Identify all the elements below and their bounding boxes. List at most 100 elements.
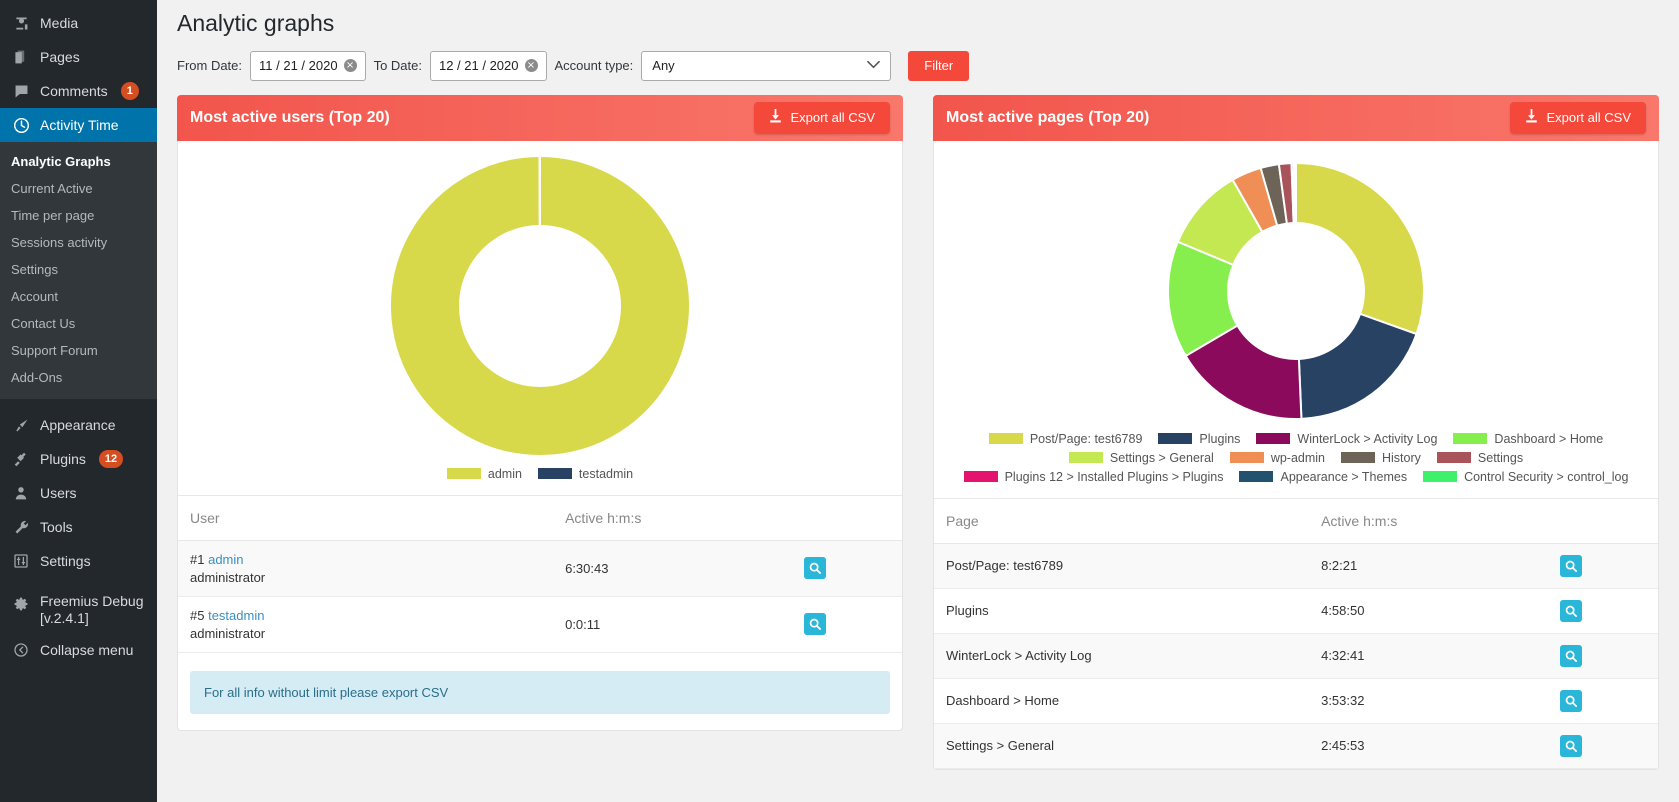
donut-slice[interactable] — [1297, 312, 1418, 420]
legend-item[interactable]: wp-admin — [1229, 450, 1325, 465]
search-icon[interactable] — [804, 557, 826, 580]
table-row[interactable]: #1 admin administrator 6:30:43 — [178, 540, 902, 597]
chevron-down-icon — [867, 60, 881, 72]
legend-item[interactable]: admin — [446, 467, 522, 481]
legend-item[interactable]: Settings > General — [1068, 451, 1214, 465]
search-icon[interactable] — [1560, 554, 1582, 577]
search-icon[interactable] — [1560, 734, 1582, 757]
submenu-item-add-ons[interactable]: Add-Ons — [0, 364, 157, 391]
legend-item[interactable]: History — [1341, 451, 1421, 465]
legend-swatch — [537, 468, 572, 480]
legend-item[interactable]: Appearance > Themes — [1239, 470, 1407, 484]
filter-button[interactable]: Filter — [908, 50, 970, 81]
media-icon — [11, 13, 31, 33]
sidebar-item-settings[interactable]: Settings — [0, 544, 157, 578]
search-icon[interactable] — [1560, 689, 1582, 712]
sidebar-item-activity-time[interactable]: Activity Time — [0, 108, 165, 142]
user-name-link[interactable]: testadmin — [208, 607, 265, 623]
legend-swatch — [1239, 471, 1274, 483]
paintbrush-icon — [11, 415, 31, 435]
pages-cell-time: 4:32:41 — [1309, 633, 1548, 679]
pages-cell-page: WinterLock > Activity Log — [934, 633, 1310, 679]
legend-item[interactable]: Post/Page: test6789 — [988, 432, 1142, 446]
from-date-input[interactable]: 11 / 21 / 2020 × — [250, 50, 366, 81]
to-date-clear-icon[interactable]: × — [524, 59, 538, 73]
user-rank: #1 — [190, 551, 205, 567]
users-cell-time: 0:0:11 — [553, 596, 792, 653]
users-export-label: Export all CSV — [790, 110, 875, 126]
pages-cell-action — [1548, 633, 1658, 679]
user-role: administrator — [190, 569, 266, 585]
table-row[interactable]: #5 testadmin administrator 0:0:11 — [178, 596, 902, 653]
admin-sidebar: Media Pages Comments 1 Activity Time Ana… — [0, 0, 165, 802]
from-date-clear-icon[interactable]: × — [343, 59, 357, 73]
sidebar-item-label: Appearance — [40, 417, 116, 433]
sidebar-item-tools[interactable]: Tools — [0, 510, 157, 544]
main-content: Analytic graphs From Date: 11 / 21 / 202… — [157, 0, 1679, 802]
table-row[interactable]: Settings > General 2:45:53 — [934, 723, 1658, 769]
panels-container: Most active users (Top 20) Export all CS… — [177, 94, 1659, 770]
legend-item[interactable]: Control Security > control_log — [1423, 470, 1628, 484]
download-icon — [769, 109, 782, 126]
legend-item[interactable]: testadmin — [537, 466, 634, 481]
legend-item[interactable]: Dashboard > Home — [1453, 432, 1603, 446]
search-icon[interactable] — [1560, 599, 1582, 622]
collapse-icon — [11, 640, 31, 660]
submenu-label: Contact Us — [11, 316, 76, 331]
legend-item[interactable]: Plugins — [1158, 432, 1240, 446]
sidebar-item-users[interactable]: Users — [0, 476, 157, 510]
donut-slice[interactable] — [1293, 161, 1297, 224]
legend-label: wp-admin — [1270, 450, 1325, 465]
table-row[interactable]: Post/Page: test6789 8:2:21 — [934, 543, 1658, 589]
sidebar-item-collapse-menu[interactable]: Collapse menu — [0, 633, 157, 667]
legend-swatch — [1068, 452, 1103, 464]
submenu-item-sessions-activity[interactable]: Sessions activity — [0, 229, 157, 256]
submenu-item-time-per-page[interactable]: Time per page — [0, 202, 157, 229]
donut-slice[interactable] — [1295, 161, 1425, 336]
legend-item[interactable]: Plugins 12 > Installed Plugins > Plugins — [963, 470, 1223, 484]
sidebar-item-label: Freemius Debug [v.2.4.1] — [40, 593, 144, 626]
table-row[interactable]: WinterLock > Activity Log 4:32:41 — [934, 633, 1658, 679]
submenu-label: Analytic Graphs — [11, 154, 111, 169]
sidebar-item-pages[interactable]: Pages — [0, 40, 157, 74]
sidebar-item-plugins[interactable]: Plugins 12 — [0, 442, 157, 476]
account-type-label: Account type: — [554, 58, 634, 74]
legend-item[interactable]: WinterLock > Activity Log — [1256, 432, 1437, 446]
pages-chart-area: Post/Page: test6789 Plugins WinterLock > A… — [934, 141, 1658, 498]
legend-item[interactable]: Settings — [1436, 451, 1523, 465]
legend-label: WinterLock > Activity Log — [1297, 431, 1438, 446]
legend-label: Control Security > control_log — [1464, 469, 1629, 484]
from-date-label: From Date: — [177, 58, 243, 74]
user-name-link[interactable]: admin — [208, 551, 244, 567]
search-icon[interactable] — [1560, 644, 1582, 667]
pages-table-header-row: Page Active h:m:s — [934, 497, 1658, 544]
donut-slice[interactable] — [389, 154, 691, 457]
sidebar-item-freemius-debug[interactable]: Freemius Debug [v.2.4.1] — [0, 587, 157, 633]
users-cell-action — [792, 540, 902, 597]
pages-export-csv-button[interactable]: Export all CSV — [1510, 101, 1646, 134]
legend-swatch — [1229, 452, 1264, 464]
sidebar-item-comments[interactable]: Comments 1 — [0, 74, 157, 108]
submenu-item-current-active[interactable]: Current Active — [0, 175, 157, 202]
submenu-item-settings[interactable]: Settings — [0, 256, 157, 283]
users-cell-user: #1 admin administrator — [178, 540, 554, 597]
sidebar-item-appearance[interactable]: Appearance — [0, 408, 157, 442]
search-icon[interactable] — [804, 613, 826, 636]
pages-cell-time: 3:53:32 — [1309, 678, 1548, 724]
table-row[interactable]: Plugins 4:58:50 — [934, 588, 1658, 634]
pages-donut-chart — [1167, 161, 1425, 420]
account-type-select[interactable]: Any — [641, 50, 892, 81]
legend-label: testadmin — [578, 466, 634, 481]
legend-swatch — [1436, 452, 1471, 464]
to-date-input[interactable]: 12 / 21 / 2020 × — [429, 50, 547, 81]
submenu-item-support-forum[interactable]: Support Forum — [0, 337, 157, 364]
submenu-item-contact-us[interactable]: Contact Us — [0, 310, 157, 337]
submenu-item-analytic-graphs[interactable]: Analytic Graphs — [0, 148, 157, 175]
sidebar-item-media[interactable]: Media — [0, 6, 157, 40]
submenu-label: Current Active — [11, 181, 93, 196]
user-rank: #5 — [190, 607, 205, 623]
legend-label: Dashboard > Home — [1494, 431, 1604, 446]
table-row[interactable]: Dashboard > Home 3:53:32 — [934, 678, 1658, 724]
users-export-csv-button[interactable]: Export all CSV — [754, 101, 890, 134]
submenu-item-account[interactable]: Account — [0, 283, 157, 310]
